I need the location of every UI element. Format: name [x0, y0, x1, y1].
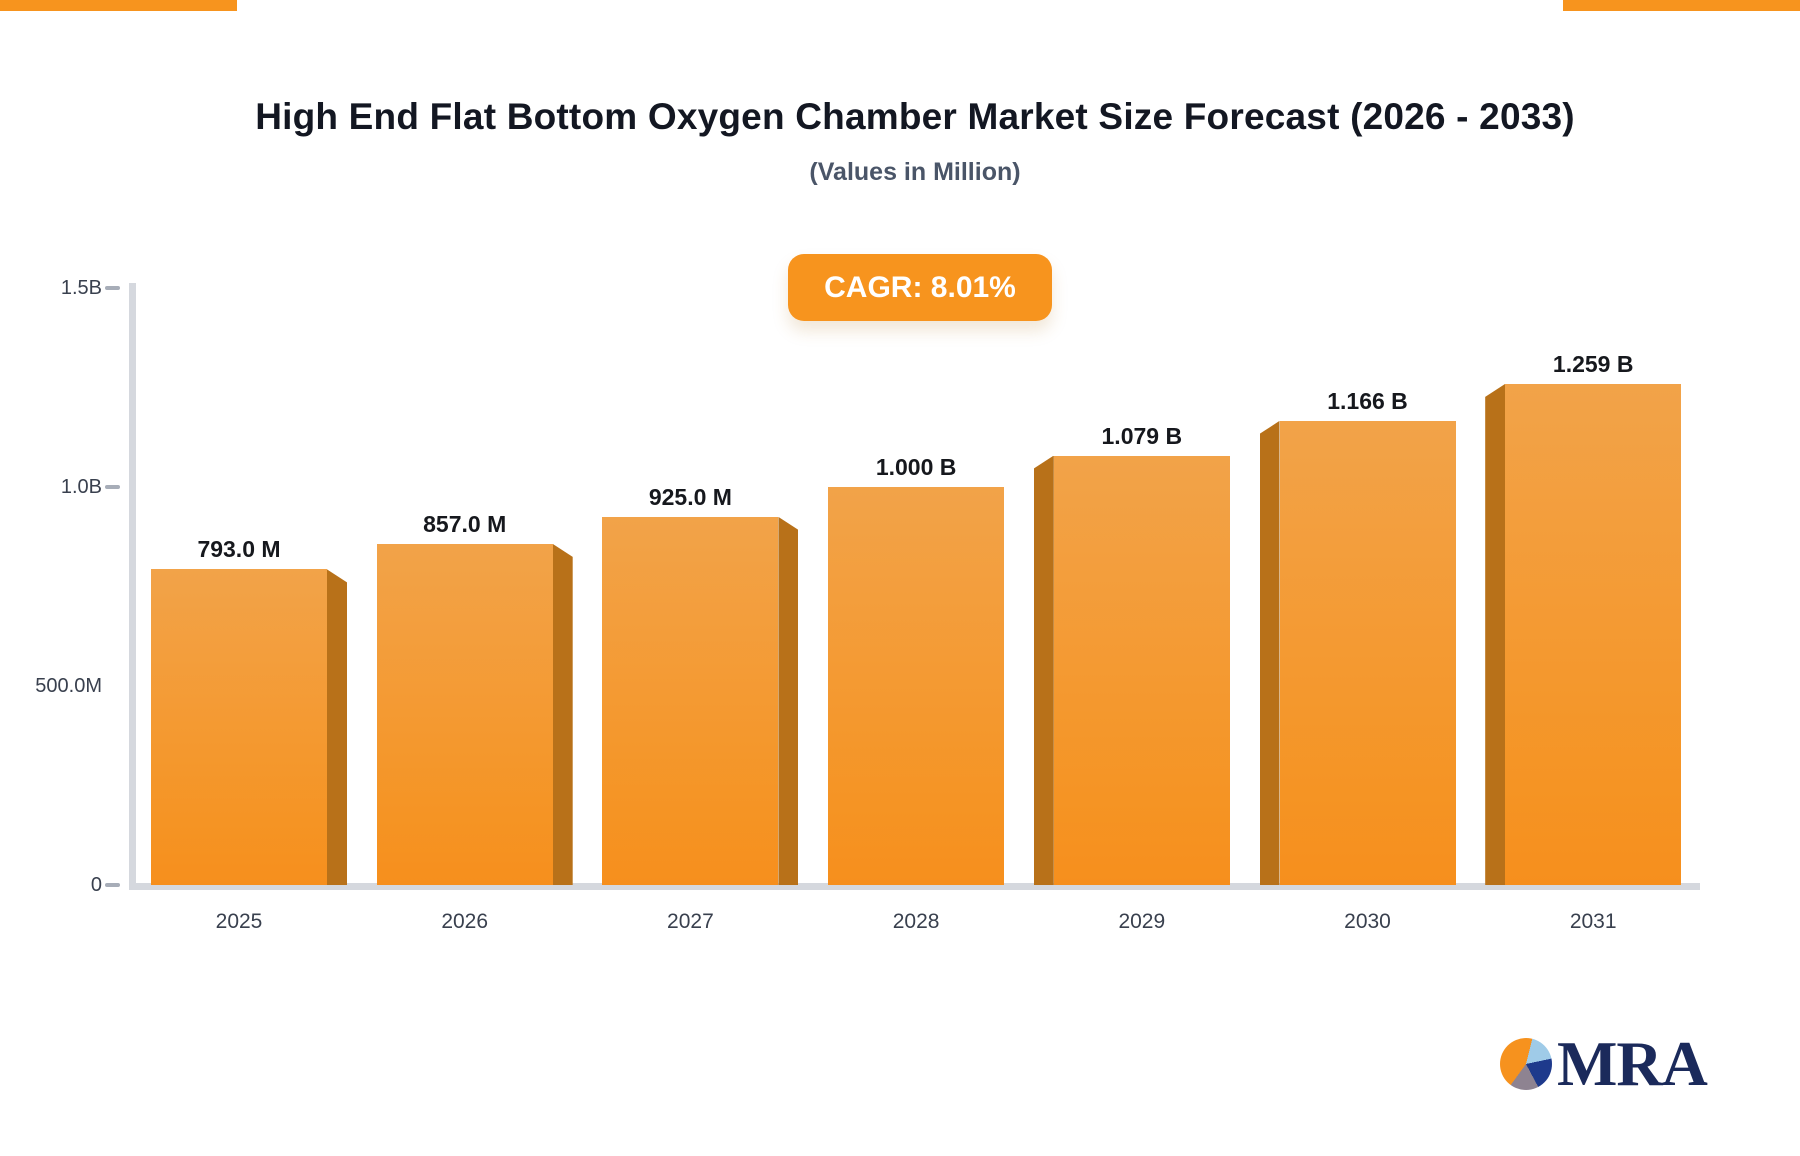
bar: [151, 569, 327, 885]
x-axis-label: 2030: [1344, 910, 1391, 933]
y-axis-tick-label: 0: [90, 874, 102, 896]
bar: [1053, 455, 1230, 885]
y-axis-tick-label: 1.5B: [60, 277, 102, 299]
y-axis-tick-mark: [105, 485, 120, 489]
bar-value-label: 857.0 M: [423, 510, 507, 537]
pie-chart-logo-icon: [1500, 1038, 1552, 1090]
y-axis-line: [129, 283, 136, 885]
bar-value-label: 1.166 B: [1327, 387, 1408, 414]
x-axis-label: 2029: [1118, 910, 1166, 933]
bar-3d-side: [1033, 455, 1054, 885]
bar-value-label: 1.000 B: [875, 454, 957, 480]
page-title: High End Flat Bottom Oxygen Chamber Mark…: [255, 96, 1575, 137]
y-axis-tick-label: 1.0B: [60, 476, 102, 498]
bar-3d-side: [1259, 420, 1280, 885]
bar-value-label: 925.0 M: [648, 483, 732, 510]
bar: [1505, 383, 1682, 885]
bar-3d-side: [327, 569, 347, 885]
bar-3d-side: [1485, 383, 1506, 885]
x-axis-line: [129, 883, 1700, 890]
x-axis-label: 2027: [667, 910, 714, 933]
bar: [602, 516, 779, 885]
y-axis-tick-mark: [105, 883, 120, 887]
bar-value-label: 1.079 B: [1101, 422, 1183, 449]
bar-value-label: 793.0 M: [197, 536, 281, 563]
bar: [828, 487, 1005, 885]
bar: [1279, 420, 1456, 885]
x-axis-label: 2028: [892, 910, 940, 933]
logo-text: MRA: [1557, 1028, 1708, 1099]
brand-logo: MRA: [1500, 1028, 1708, 1099]
y-axis-tick-mark: [105, 286, 120, 290]
top-right-accent-bar: [1563, 0, 1800, 11]
bar-3d-side: [552, 543, 573, 885]
x-axis-label: 2025: [215, 910, 263, 933]
bar-3d-side: [778, 516, 799, 885]
x-axis-label: 2026: [441, 910, 489, 933]
bar: [376, 543, 553, 885]
y-axis-tick-label: 500.0M: [35, 675, 102, 697]
page-subtitle: (Values in Million): [809, 158, 1021, 186]
cagr-badge: CAGR: 8.01%: [788, 254, 1052, 321]
top-left-accent-bar: [0, 0, 237, 11]
x-axis-label: 2031: [1569, 910, 1617, 933]
bar-value-label: 1.259 B: [1552, 350, 1634, 377]
